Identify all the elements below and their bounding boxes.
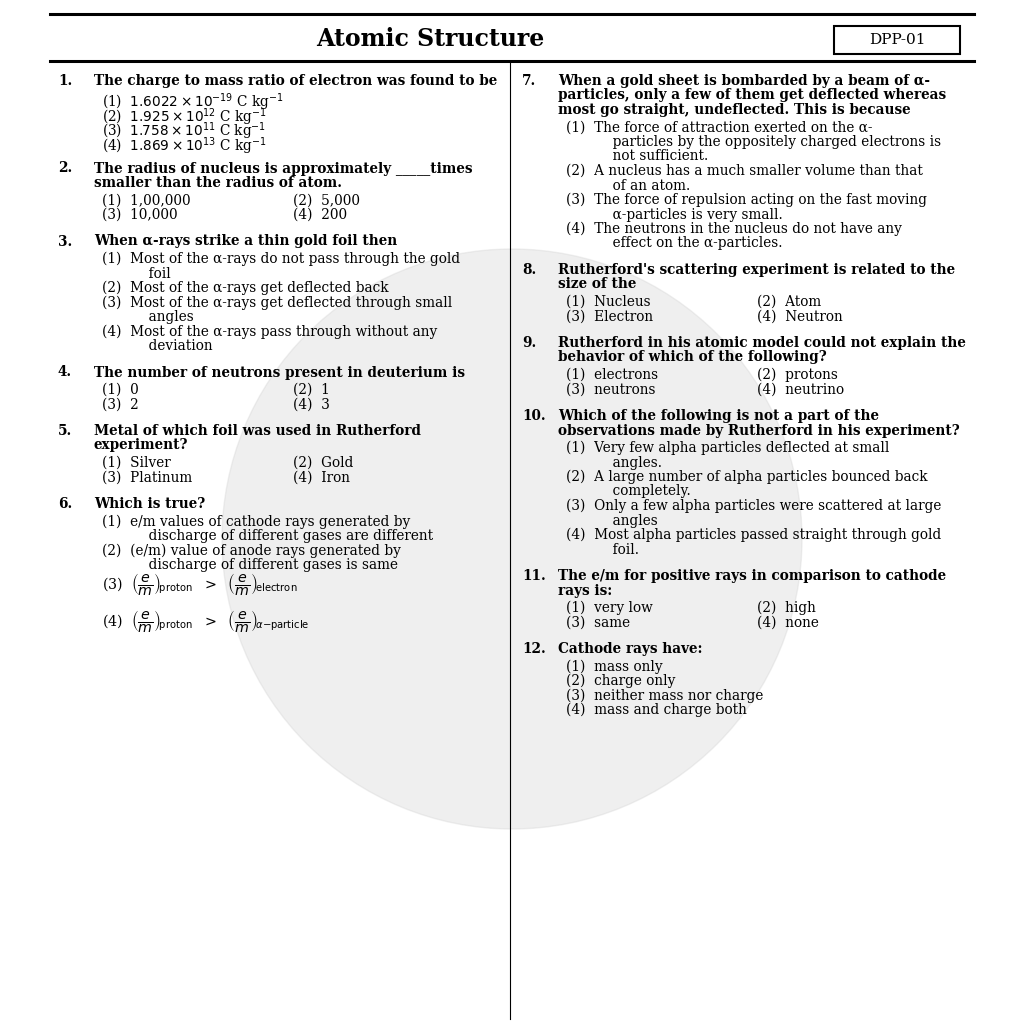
FancyBboxPatch shape: [834, 26, 961, 54]
Text: (2)  $1.925 \times 10^{12}$ C kg$^{-1}$: (2) $1.925 \times 10^{12}$ C kg$^{-1}$: [102, 106, 267, 128]
Text: 11.: 11.: [522, 569, 546, 583]
Circle shape: [222, 249, 802, 829]
Text: Metal of which foil was used in Rutherford: Metal of which foil was used in Rutherfo…: [94, 424, 421, 438]
Text: (3)  neither mass nor charge: (3) neither mass nor charge: [566, 688, 763, 703]
Text: (1)  Silver: (1) Silver: [102, 456, 171, 470]
Text: completely.: completely.: [582, 485, 691, 498]
Text: (1)  electrons: (1) electrons: [566, 368, 658, 382]
Text: 2.: 2.: [58, 162, 73, 176]
Text: rays is:: rays is:: [558, 583, 612, 598]
Text: 10.: 10.: [522, 409, 546, 423]
Text: (2)  high: (2) high: [757, 601, 816, 615]
Text: α-particles is very small.: α-particles is very small.: [582, 208, 782, 221]
Text: (3)  2: (3) 2: [102, 397, 138, 412]
Text: (1)  $1.6022 \times 10^{-19}$ C kg$^{-1}$: (1) $1.6022 \times 10^{-19}$ C kg$^{-1}$: [102, 92, 284, 113]
Text: (4)  200: (4) 200: [293, 208, 347, 222]
Text: (3)  Only a few alpha particles were scattered at large: (3) Only a few alpha particles were scat…: [566, 499, 941, 513]
Text: (1)  very low: (1) very low: [566, 601, 652, 615]
Text: (4)  Neutron: (4) Neutron: [757, 310, 843, 323]
Text: (4)  Most of the α-rays pass through without any: (4) Most of the α-rays pass through with…: [102, 324, 437, 339]
Text: Rutherford's scattering experiment is related to the: Rutherford's scattering experiment is re…: [558, 263, 955, 277]
Text: angles: angles: [582, 513, 657, 528]
Text: 4.: 4.: [58, 365, 72, 380]
Text: not sufficient.: not sufficient.: [582, 149, 709, 164]
Text: discharge of different gases are different: discharge of different gases are differe…: [118, 529, 433, 543]
Text: discharge of different gases is same: discharge of different gases is same: [118, 558, 398, 572]
Text: size of the: size of the: [558, 278, 636, 291]
Text: Atomic Structure: Atomic Structure: [315, 27, 544, 51]
Text: (3)  Most of the α-rays get deflected through small: (3) Most of the α-rays get deflected thr…: [102, 295, 453, 310]
Text: (1)  1,00,000: (1) 1,00,000: [102, 193, 190, 208]
Text: experiment?: experiment?: [94, 438, 188, 453]
Text: (2)  protons: (2) protons: [757, 368, 838, 383]
Text: particles by the oppositely charged electrons is: particles by the oppositely charged elec…: [582, 135, 941, 149]
Text: particles, only a few of them get deflected whereas: particles, only a few of them get deflec…: [558, 88, 946, 103]
Text: 9.: 9.: [522, 336, 537, 350]
Text: Rutherford in his atomic model could not explain the: Rutherford in his atomic model could not…: [558, 336, 966, 350]
Text: angles.: angles.: [582, 456, 662, 469]
Text: (2)  charge only: (2) charge only: [566, 674, 676, 688]
Text: 5.: 5.: [58, 424, 73, 438]
Text: most go straight, undeflected. This is because: most go straight, undeflected. This is b…: [558, 103, 910, 117]
Text: When α-rays strike a thin gold foil then: When α-rays strike a thin gold foil then: [94, 235, 397, 248]
Text: foil: foil: [118, 267, 171, 281]
Text: (1)  Nucleus: (1) Nucleus: [566, 295, 650, 309]
Text: (3)  $1.758 \times 10^{11}$ C kg$^{-1}$: (3) $1.758 \times 10^{11}$ C kg$^{-1}$: [102, 120, 266, 142]
Text: (4)  neutrino: (4) neutrino: [757, 383, 844, 396]
Text: (4)  Iron: (4) Iron: [293, 470, 350, 485]
Text: When a gold sheet is bombarded by a beam of α-: When a gold sheet is bombarded by a beam…: [558, 74, 930, 88]
Text: (2)  A nucleus has a much smaller volume than that: (2) A nucleus has a much smaller volume …: [566, 164, 923, 178]
Text: of an atom.: of an atom.: [582, 178, 690, 192]
Text: (4)  $1.869 \times 10^{13}$ C kg$^{-1}$: (4) $1.869 \times 10^{13}$ C kg$^{-1}$: [102, 135, 266, 156]
Text: (4)  Most alpha particles passed straight through gold: (4) Most alpha particles passed straight…: [566, 528, 941, 542]
Text: (4)  none: (4) none: [757, 615, 819, 630]
Text: 8.: 8.: [522, 263, 537, 277]
Text: DPP-01: DPP-01: [868, 33, 926, 47]
Text: angles: angles: [118, 310, 194, 324]
Text: smaller than the radius of atom.: smaller than the radius of atom.: [94, 176, 342, 190]
Text: (3)  neutrons: (3) neutrons: [566, 383, 655, 396]
Text: (1)  Very few alpha particles deflected at small: (1) Very few alpha particles deflected a…: [566, 441, 890, 456]
Text: (2)  A large number of alpha particles bounced back: (2) A large number of alpha particles bo…: [566, 470, 928, 485]
Text: (1)  e/m values of cathode rays generated by: (1) e/m values of cathode rays generated…: [102, 514, 411, 529]
Text: (3)  $\left(\dfrac{e}{m}\right)_{\!\mathrm{proton}}$  $>$  $\left(\dfrac{e}{m}\r: (3) $\left(\dfrac{e}{m}\right)_{\!\mathr…: [102, 572, 298, 599]
Text: (1)  mass only: (1) mass only: [566, 660, 663, 674]
Text: (2)  Gold: (2) Gold: [293, 456, 353, 470]
Text: (1)  Most of the α-rays do not pass through the gold: (1) Most of the α-rays do not pass throu…: [102, 252, 460, 267]
Text: (4)  3: (4) 3: [293, 397, 330, 412]
Text: 12.: 12.: [522, 642, 546, 657]
Text: effect on the α-particles.: effect on the α-particles.: [582, 237, 782, 250]
Text: (3)  same: (3) same: [566, 615, 630, 630]
Text: Which is true?: Which is true?: [94, 497, 205, 511]
Text: (2)  5,000: (2) 5,000: [293, 193, 360, 208]
Text: (3)  Electron: (3) Electron: [566, 310, 653, 323]
Text: 1.: 1.: [58, 74, 73, 88]
Text: (3)  The force of repulsion acting on the fast moving: (3) The force of repulsion acting on the…: [566, 193, 927, 208]
Text: The e/m for positive rays in comparison to cathode: The e/m for positive rays in comparison …: [558, 569, 946, 583]
Text: (2)  1: (2) 1: [293, 383, 330, 397]
Text: (4)  mass and charge both: (4) mass and charge both: [566, 703, 746, 717]
Text: (2)  Atom: (2) Atom: [757, 295, 821, 309]
Text: foil.: foil.: [582, 542, 639, 557]
Text: (2)  Most of the α-rays get deflected back: (2) Most of the α-rays get deflected bac…: [102, 281, 389, 295]
Text: observations made by Rutherford in his experiment?: observations made by Rutherford in his e…: [558, 424, 959, 437]
Text: 6.: 6.: [58, 497, 73, 511]
Text: (3)  10,000: (3) 10,000: [102, 208, 177, 222]
Text: (4)  $\left(\dfrac{e}{m}\right)_{\!\mathrm{proton}}$  $>$  $\left(\dfrac{e}{m}\r: (4) $\left(\dfrac{e}{m}\right)_{\!\mathr…: [102, 609, 309, 635]
Text: (2)  (e/m) value of anode rays generated by: (2) (e/m) value of anode rays generated …: [102, 543, 400, 558]
Text: behavior of which of the following?: behavior of which of the following?: [558, 351, 826, 364]
Text: (1)  0: (1) 0: [102, 383, 138, 397]
Text: (1)  The force of attraction exerted on the α-: (1) The force of attraction exerted on t…: [566, 120, 872, 135]
Text: 7.: 7.: [522, 74, 537, 88]
Text: The number of neutrons present in deuterium is: The number of neutrons present in deuter…: [94, 365, 465, 380]
Text: The charge to mass ratio of electron was found to be: The charge to mass ratio of electron was…: [94, 74, 498, 88]
Text: Which of the following is not a part of the: Which of the following is not a part of …: [558, 409, 879, 423]
Text: (4)  The neutrons in the nucleus do not have any: (4) The neutrons in the nucleus do not h…: [566, 222, 902, 237]
Text: (3)  Platinum: (3) Platinum: [102, 470, 193, 485]
Text: The radius of nucleus is approximately _____times: The radius of nucleus is approximately _…: [94, 162, 472, 176]
Text: 3.: 3.: [58, 235, 73, 248]
Text: Cathode rays have:: Cathode rays have:: [558, 642, 702, 657]
Text: deviation: deviation: [118, 339, 213, 353]
